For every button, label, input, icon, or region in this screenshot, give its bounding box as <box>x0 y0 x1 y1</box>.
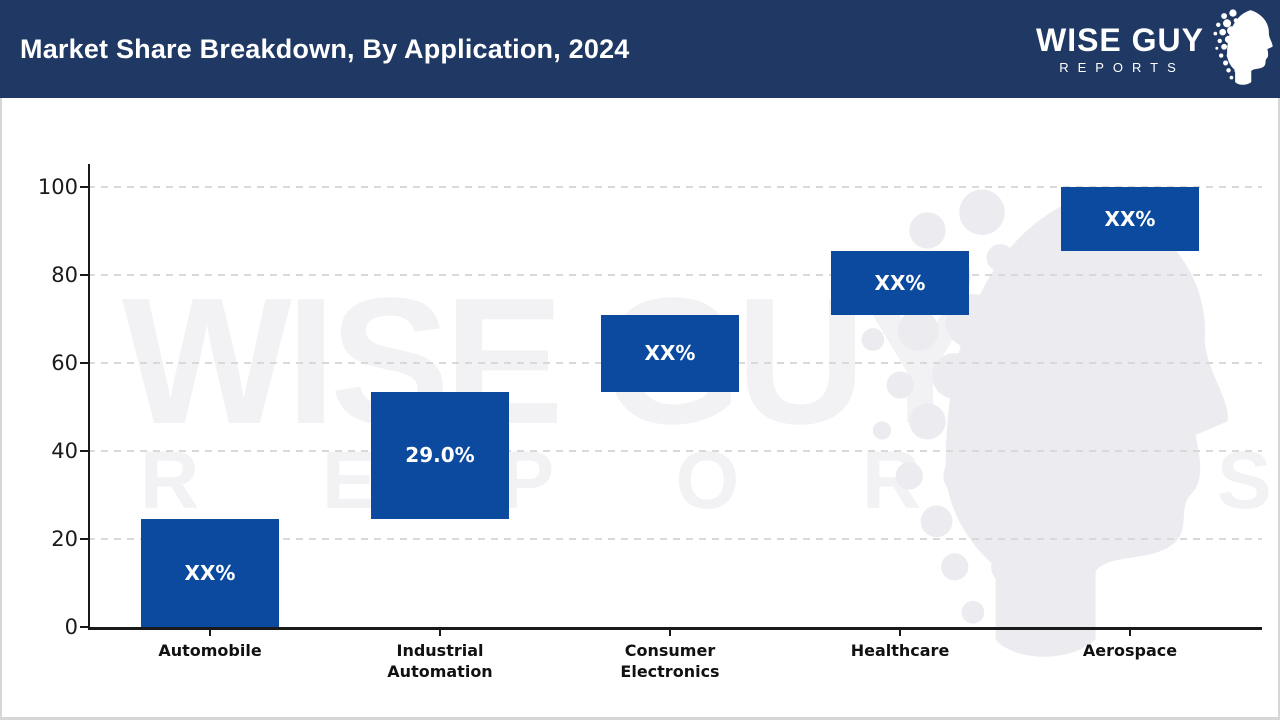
gridline <box>88 274 1262 276</box>
x-axis-line <box>88 627 1262 630</box>
category-label-consumer-electronics: Consumer Electronics <box>620 641 720 681</box>
logo-wordmark: WISE GUY <box>1035 21 1204 58</box>
y-tick-label: 20 <box>51 527 78 551</box>
logo-text: WISE GUY REPORTS <box>1036 24 1204 75</box>
y-tick-mark <box>80 626 88 628</box>
y-tick-mark <box>80 450 88 452</box>
category-label-healthcare: Healthcare <box>850 641 950 660</box>
page-border-right <box>1278 98 1280 720</box>
bar-value-label: 29.0% <box>405 443 475 468</box>
y-tick-mark <box>80 362 88 364</box>
bar-healthcare: XX% <box>831 250 969 315</box>
gridline <box>88 538 1262 540</box>
category-label-automobile: Automobile <box>158 641 262 660</box>
bar-value-label: XX% <box>1104 206 1156 231</box>
page-title: Market Share Breakdown, By Application, … <box>20 33 630 64</box>
bar-industrial-automation: 29.0% <box>371 391 509 520</box>
y-tick-label: 80 <box>51 263 78 287</box>
bar-value-label: XX% <box>184 561 236 586</box>
logo-subtitle: REPORTS <box>1059 59 1185 75</box>
bar-aerospace: XX% <box>1061 187 1199 251</box>
x-tick-mark <box>899 630 901 636</box>
y-tick-label: 100 <box>37 175 78 199</box>
y-tick-label: 0 <box>64 615 78 639</box>
x-tick-mark <box>439 630 441 636</box>
y-tick-mark <box>80 186 88 188</box>
bar-value-label: XX% <box>874 270 926 295</box>
y-tick-mark <box>80 274 88 276</box>
x-tick-mark <box>669 630 671 636</box>
header-bar: Market Share Breakdown, By Application, … <box>0 0 1280 98</box>
x-tick-mark <box>209 630 211 636</box>
y-tick-label: 60 <box>51 351 78 375</box>
y-axis-line <box>88 164 90 630</box>
logo-face-icon <box>1213 9 1273 85</box>
y-tick-mark <box>80 538 88 540</box>
category-label-industrial-automation: Industrial Automation <box>387 641 493 681</box>
bar-consumer-electronics: XX% <box>601 314 739 392</box>
page-border-bottom <box>0 717 1280 720</box>
gridline <box>88 450 1262 452</box>
wise-guy-logo: WISE GUY REPORTS <box>1036 7 1280 91</box>
bar-automobile: XX% <box>141 519 279 627</box>
category-label-aerospace: Aerospace <box>1082 641 1178 660</box>
x-tick-mark <box>1129 630 1131 636</box>
gridline <box>88 186 1262 188</box>
page-border-left <box>0 98 2 720</box>
bar-value-label: XX% <box>644 341 696 366</box>
y-tick-label: 40 <box>51 439 78 463</box>
